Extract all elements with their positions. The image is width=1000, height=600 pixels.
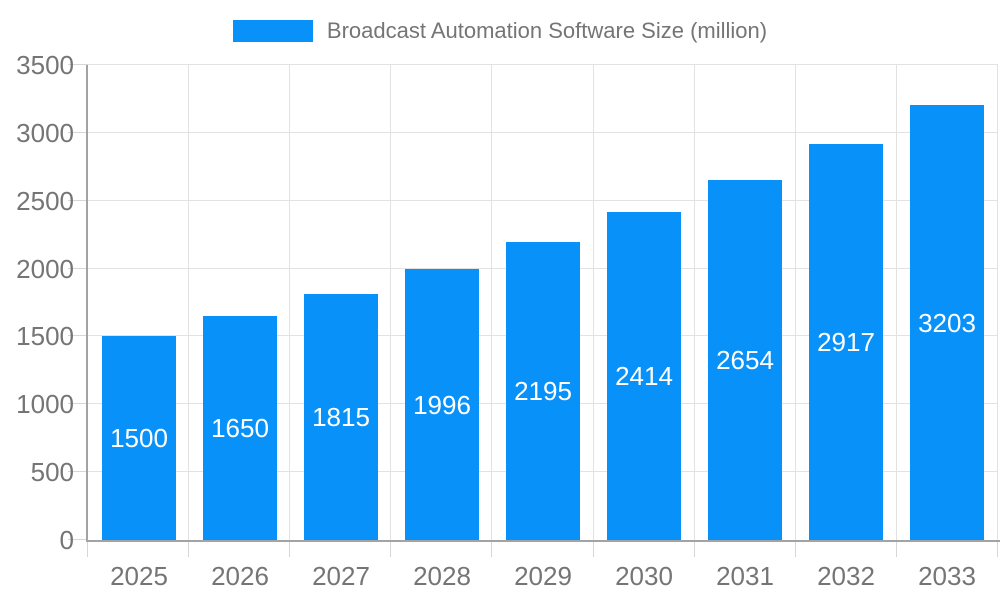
y-axis-tick (68, 539, 88, 540)
y-axis-tick-label: 0 (59, 525, 74, 555)
x-axis-tick (592, 542, 594, 557)
y-axis-tick-label: 2000 (16, 253, 74, 284)
y-axis-tick (68, 199, 88, 201)
bar-2030: 2414 (607, 212, 681, 540)
x-axis-tick (390, 542, 392, 557)
x-axis-tick-label: 2025 (110, 561, 168, 591)
bar-2027: 1815 (304, 294, 378, 540)
y-axis-tick (68, 403, 88, 405)
y-axis-line (86, 65, 88, 542)
x-axis-tick-label: 2028 (413, 561, 471, 591)
y-axis-tick (68, 335, 88, 337)
y-gridline (88, 199, 998, 201)
x-gridline (390, 65, 392, 540)
x-axis-tick-label: 2026 (211, 561, 269, 591)
y-axis-tick-label: 1500 (16, 321, 74, 352)
y-axis-tick (68, 471, 88, 473)
x-gridline (895, 65, 897, 540)
y-axis-tick-label: 3500 (16, 50, 74, 80)
bar-2025: 1500 (102, 336, 176, 540)
y-axis-tick-label: 2500 (16, 185, 74, 216)
y-axis-tick (68, 64, 88, 65)
x-gridline (693, 65, 695, 540)
y-axis-tick (68, 267, 88, 269)
bar-value-label: 2654 (716, 345, 774, 375)
x-gridline (289, 65, 291, 540)
x-axis-tick-label: 2033 (918, 561, 976, 591)
y-axis-tick-label: 1000 (16, 389, 74, 420)
x-gridline (997, 65, 998, 540)
x-axis-tick-label: 2031 (716, 561, 774, 591)
bar-value-label: 1650 (211, 413, 269, 443)
x-gridline (794, 65, 796, 540)
bar-2032: 2917 (809, 144, 883, 540)
x-gridline (491, 65, 493, 540)
y-axis-tick (68, 131, 88, 133)
x-axis-tick (997, 542, 998, 557)
x-axis-tick (188, 542, 190, 557)
x-axis-tick-label: 2027 (312, 561, 370, 591)
legend-label: Broadcast Automation Software Size (mill… (326, 18, 768, 43)
bar-value-label: 2414 (615, 361, 673, 391)
y-gridline (88, 131, 998, 133)
x-axis-tick (794, 542, 796, 557)
bar-value-label: 2195 (514, 376, 572, 406)
bar-2033: 3203 (910, 105, 984, 540)
bar-value-label: 1996 (413, 390, 471, 420)
x-axis-tick (895, 542, 897, 557)
y-gridline (88, 64, 998, 65)
y-axis-tick-label: 3000 (16, 117, 74, 148)
x-axis-tick (491, 542, 493, 557)
x-axis-tick-label: 2029 (514, 561, 572, 591)
x-axis-tick (87, 542, 88, 557)
bar-value-label: 2917 (817, 327, 875, 357)
bar-2029: 2195 (506, 242, 580, 540)
x-axis-tick-label: 2030 (615, 561, 673, 591)
bar-2028: 1996 (405, 269, 479, 540)
bar-value-label: 1500 (110, 423, 168, 453)
x-axis-tick (693, 542, 695, 557)
x-axis-tick-label: 2032 (817, 561, 875, 591)
legend-item[interactable]: Broadcast Automation Software Size (mill… (232, 16, 768, 46)
y-axis-tick-label: 500 (30, 457, 74, 488)
chart-legend: Broadcast Automation Software Size (mill… (0, 16, 1000, 46)
bar-value-label: 3203 (918, 308, 976, 338)
x-gridline (188, 65, 190, 540)
legend-swatch-icon (232, 20, 313, 42)
x-axis-tick (289, 542, 291, 557)
x-axis-line (86, 540, 1000, 542)
bar-2031: 2654 (708, 180, 782, 540)
bar-2026: 1650 (203, 316, 277, 540)
x-gridline (592, 65, 594, 540)
bar-value-label: 1815 (312, 402, 370, 432)
